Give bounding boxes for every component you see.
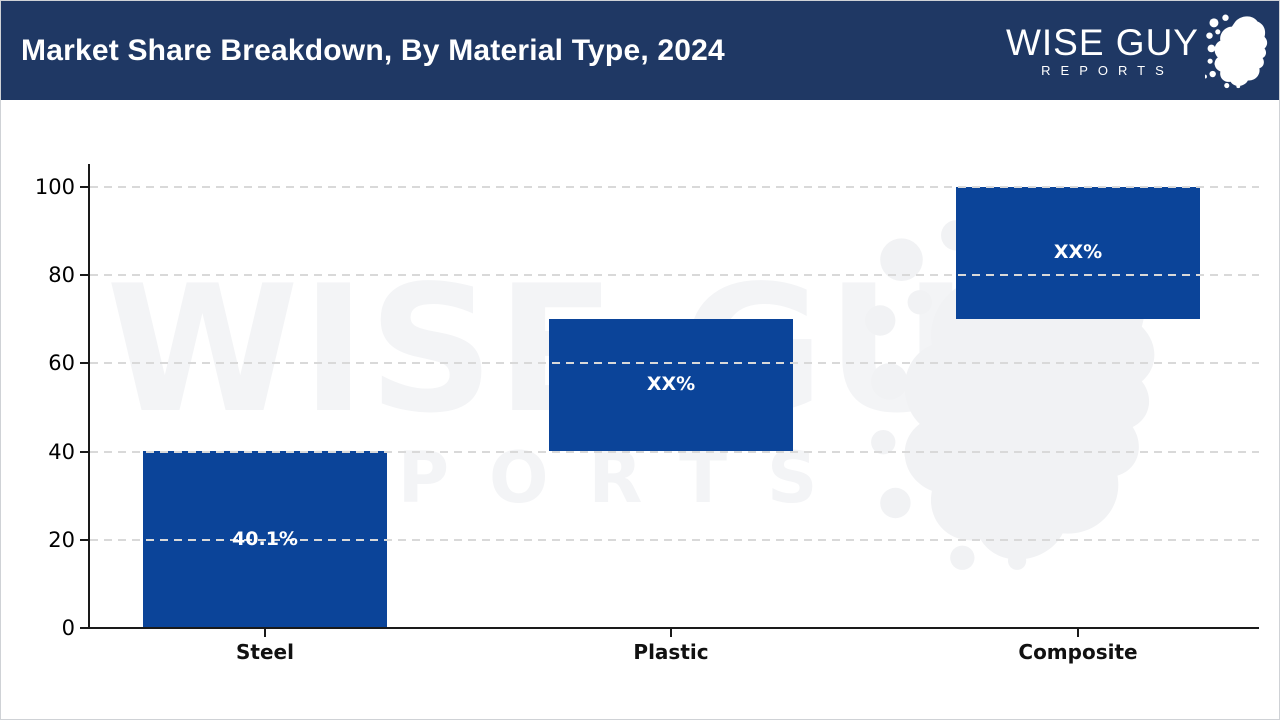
gridline-40 [90,451,1259,453]
y-tick-label-20: 20 [48,528,75,552]
face-profile-dots-icon [1205,14,1268,88]
y-tick-label-80: 80 [48,263,75,287]
gridline-60 [90,362,1259,364]
x-category-label-composite: Composite [1018,640,1138,664]
y-tick-label-0: 0 [61,616,75,640]
x-category-label-plastic: Plastic [633,640,709,664]
y-tick-label-100: 100 [34,175,75,199]
x-axis-line [88,627,1259,629]
bar-value-label-plastic: XX% [646,373,696,395]
brand-logo-text: WISE GUY REPORTS [1006,24,1199,77]
brand-subtitle: REPORTS [1041,63,1174,78]
gridline-20 [90,539,1259,541]
x-tick-steel [264,629,266,637]
y-tick-20 [80,539,88,541]
x-tick-plastic [670,629,672,637]
chart-title: Market Share Breakdown, By Material Type… [21,33,725,67]
y-tick-0 [80,627,88,629]
header: Market Share Breakdown, By Material Type… [1,1,1279,100]
y-tick-label-40: 40 [48,440,75,464]
y-tick-label-60: 60 [48,351,75,375]
bar-value-label-steel: 40.1% [232,527,298,550]
bar-plastic [549,319,793,451]
gridline-80 [90,274,1259,276]
x-tick-composite [1077,629,1079,637]
y-axis-line [88,164,90,629]
y-tick-40 [80,451,88,453]
bar-composite [956,187,1200,319]
y-tick-80 [80,274,88,276]
brand-name: WISE GUY [1005,22,1199,63]
brand-logo: WISE GUY REPORTS [1006,1,1269,100]
gridline-100 [90,186,1259,188]
bar-value-label-composite: XX% [1053,241,1103,263]
y-tick-60 [80,362,88,364]
y-tick-100 [80,186,88,188]
x-category-label-steel: Steel [236,640,294,664]
